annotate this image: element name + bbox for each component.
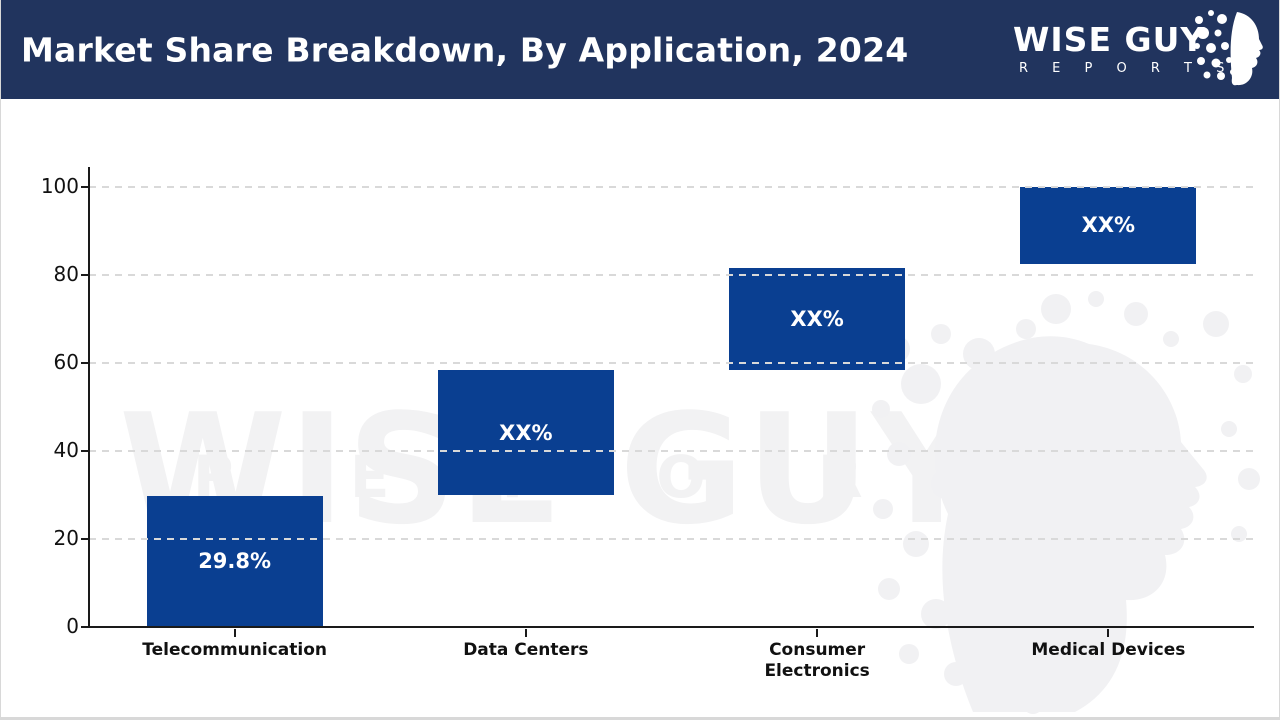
x-tick-mark [1107,629,1110,637]
y-tick-label: 20 [53,526,79,550]
y-tick-mark [81,450,89,452]
x-axis-line [87,626,1254,628]
x-category-label-line: Medical Devices [1031,640,1186,660]
x-category-label-line: Consumer [769,640,866,660]
grid-line [89,538,1254,540]
logo-text: WISE GUY R E P O R T S [1013,20,1235,76]
y-tick-mark [81,626,89,628]
y-tick-label: 100 [40,174,79,198]
plot-area: WISE GUY R E P O R T S 0 20 40 60 80 100 29.8%… [1,99,1279,717]
grid-line [89,186,1254,188]
wise-guy-reports-logo: WISE GUY R E P O R T S [1013,6,1263,94]
y-tick-mark [81,538,89,540]
x-tick-mark [816,629,819,637]
y-tick-label: 0 [66,614,79,638]
bar [729,267,906,371]
y-tick-mark [81,274,89,276]
bar-value-label: XX% [1081,213,1136,238]
y-tick-mark [81,362,89,364]
logo-wordmark: WISE GUY [1013,20,1206,59]
bar [146,495,323,627]
bar [1020,187,1197,264]
header-band: Market Share Breakdown, By Application, … [1,0,1279,99]
grid-line [89,274,1254,276]
y-tick-label: 40 [53,438,79,462]
x-tick-mark [233,629,236,637]
logo-head-icon [1194,10,1263,86]
grid-line [89,362,1254,364]
x-category-label: Telecommunication [142,640,327,661]
y-tick-label: 80 [53,262,79,286]
bar [437,370,614,495]
grid-line [89,450,1254,452]
x-category-label-line: Electronics [764,661,870,682]
bar-value-label: 29.8% [198,549,272,574]
watermark-head-icon [872,291,1260,714]
x-category-label: Medical Devices [1031,640,1185,661]
x-category-label: Consumer Electronics [764,640,869,683]
y-tick-label: 60 [53,350,79,374]
x-category-label-line: Data Centers [463,640,589,660]
bar-value-label: XX% [499,420,553,445]
bar-value-label: XX% [790,307,844,331]
y-tick-mark [81,186,89,188]
x-category-label: Data Centers [463,640,588,661]
x-category-label-line: Telecommunication [142,640,327,660]
y-axis-line [88,167,90,628]
logo-subtitle: R E P O R T S [1019,61,1235,76]
x-tick-mark [524,629,527,637]
chart-title: Market Share Breakdown, By Application, … [21,30,909,69]
